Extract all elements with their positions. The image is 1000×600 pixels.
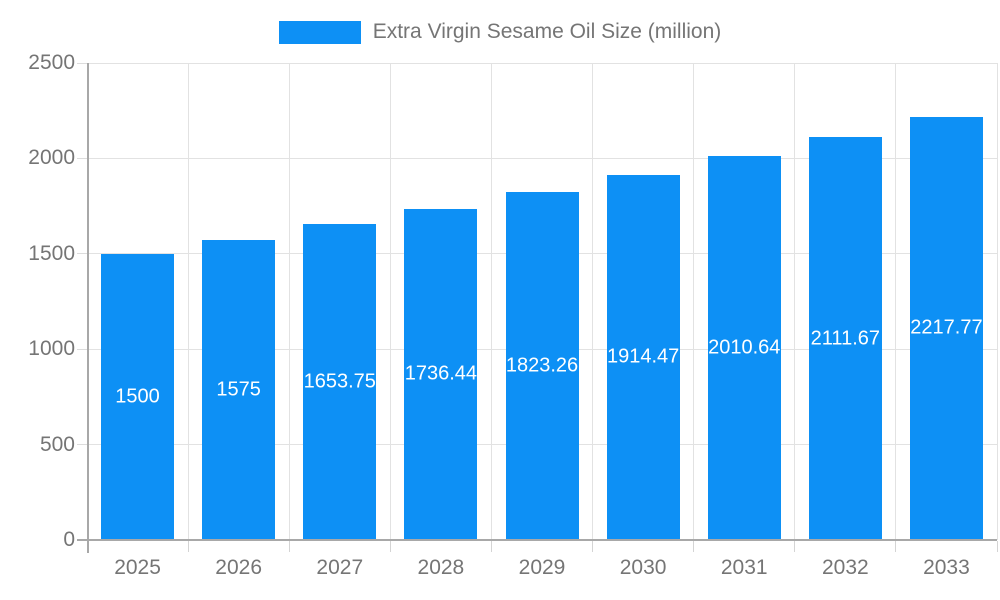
x-tick-mark [592, 541, 594, 552]
x-tick-mark [693, 541, 695, 552]
x-gridline [592, 63, 594, 540]
bar-value-label: 1500 [115, 385, 160, 408]
x-tick-label: 2031 [720, 556, 768, 579]
x-tick-label: 2028 [417, 556, 465, 579]
legend-item[interactable]: Extra Virgin Sesame Oil Size (million) [0, 17, 1000, 47]
bar-value-label: 1736.44 [404, 362, 478, 385]
y-gridline [87, 157, 997, 159]
x-gridline [389, 63, 391, 540]
x-tick-mark [389, 541, 391, 552]
x-gridline [187, 63, 189, 540]
y-tick-mark [77, 348, 87, 350]
bar-value-label: 1653.75 [303, 370, 376, 393]
bar-2028[interactable]: 1736.44 [404, 208, 478, 540]
bar-value-label: 2010.64 [708, 336, 781, 359]
x-tick-mark [895, 541, 897, 552]
y-tick-label: 2000 [28, 146, 75, 170]
legend-label: Extra Virgin Sesame Oil Size (million) [372, 20, 722, 43]
x-tick-mark [86, 541, 89, 552]
x-tick-label: 2025 [114, 556, 161, 579]
y-tick-label: 0 [63, 528, 75, 551]
y-gridline [87, 62, 997, 64]
bar-2027[interactable]: 1653.75 [303, 224, 377, 540]
y-tick-label: 1500 [28, 241, 75, 265]
plot-area: 1500 1575 1653.75 1736.44 1823.26 1914.47 2010… [87, 62, 998, 540]
x-tick-label: 2026 [215, 556, 263, 579]
x-gridline [490, 63, 492, 540]
y-tick-mark [77, 253, 87, 255]
bar-2030[interactable]: 1914.47 [606, 174, 680, 540]
x-tick-label: 2033 [923, 556, 970, 579]
x-tick-mark [996, 541, 998, 552]
x-tick-mark [187, 541, 189, 552]
x-gridline [693, 63, 695, 540]
bar-2026[interactable]: 1575 [202, 239, 276, 540]
bar-2025[interactable]: 1500 [101, 253, 175, 540]
y-tick-label: 2500 [28, 51, 75, 74]
bar-value-label: 1575 [216, 378, 261, 401]
x-gridline [794, 63, 796, 540]
x-tick-label: 2029 [518, 556, 566, 579]
y-tick-label: 1000 [28, 337, 75, 361]
x-gridline [288, 63, 290, 540]
x-gridline [895, 63, 897, 540]
bar-value-label: 1914.47 [606, 345, 680, 368]
x-tick-label: 2027 [316, 556, 364, 579]
x-gridline [996, 63, 998, 540]
x-tick-mark [794, 541, 796, 552]
x-axis-line [77, 539, 997, 541]
bar-2033[interactable]: 2217.77 [909, 116, 983, 540]
bar-2032[interactable]: 2111.67 [808, 137, 882, 540]
legend-swatch [278, 20, 361, 44]
x-tick-label: 2032 [821, 556, 869, 579]
y-tick-label: 500 [39, 432, 75, 456]
y-tick-mark [77, 62, 87, 64]
bar-value-label: 2111.67 [810, 327, 880, 350]
y-axis-line [87, 63, 89, 553]
x-tick-label: 2030 [619, 556, 667, 579]
bar-value-label: 2217.77 [910, 316, 983, 339]
x-tick-mark [490, 541, 492, 552]
bar-2029[interactable]: 1823.26 [505, 192, 579, 540]
x-tick-mark [288, 541, 290, 552]
bar-2031[interactable]: 2010.64 [707, 156, 781, 540]
y-tick-mark [77, 157, 87, 159]
bar-value-label: 1823.26 [505, 354, 579, 377]
y-tick-mark [77, 444, 87, 446]
